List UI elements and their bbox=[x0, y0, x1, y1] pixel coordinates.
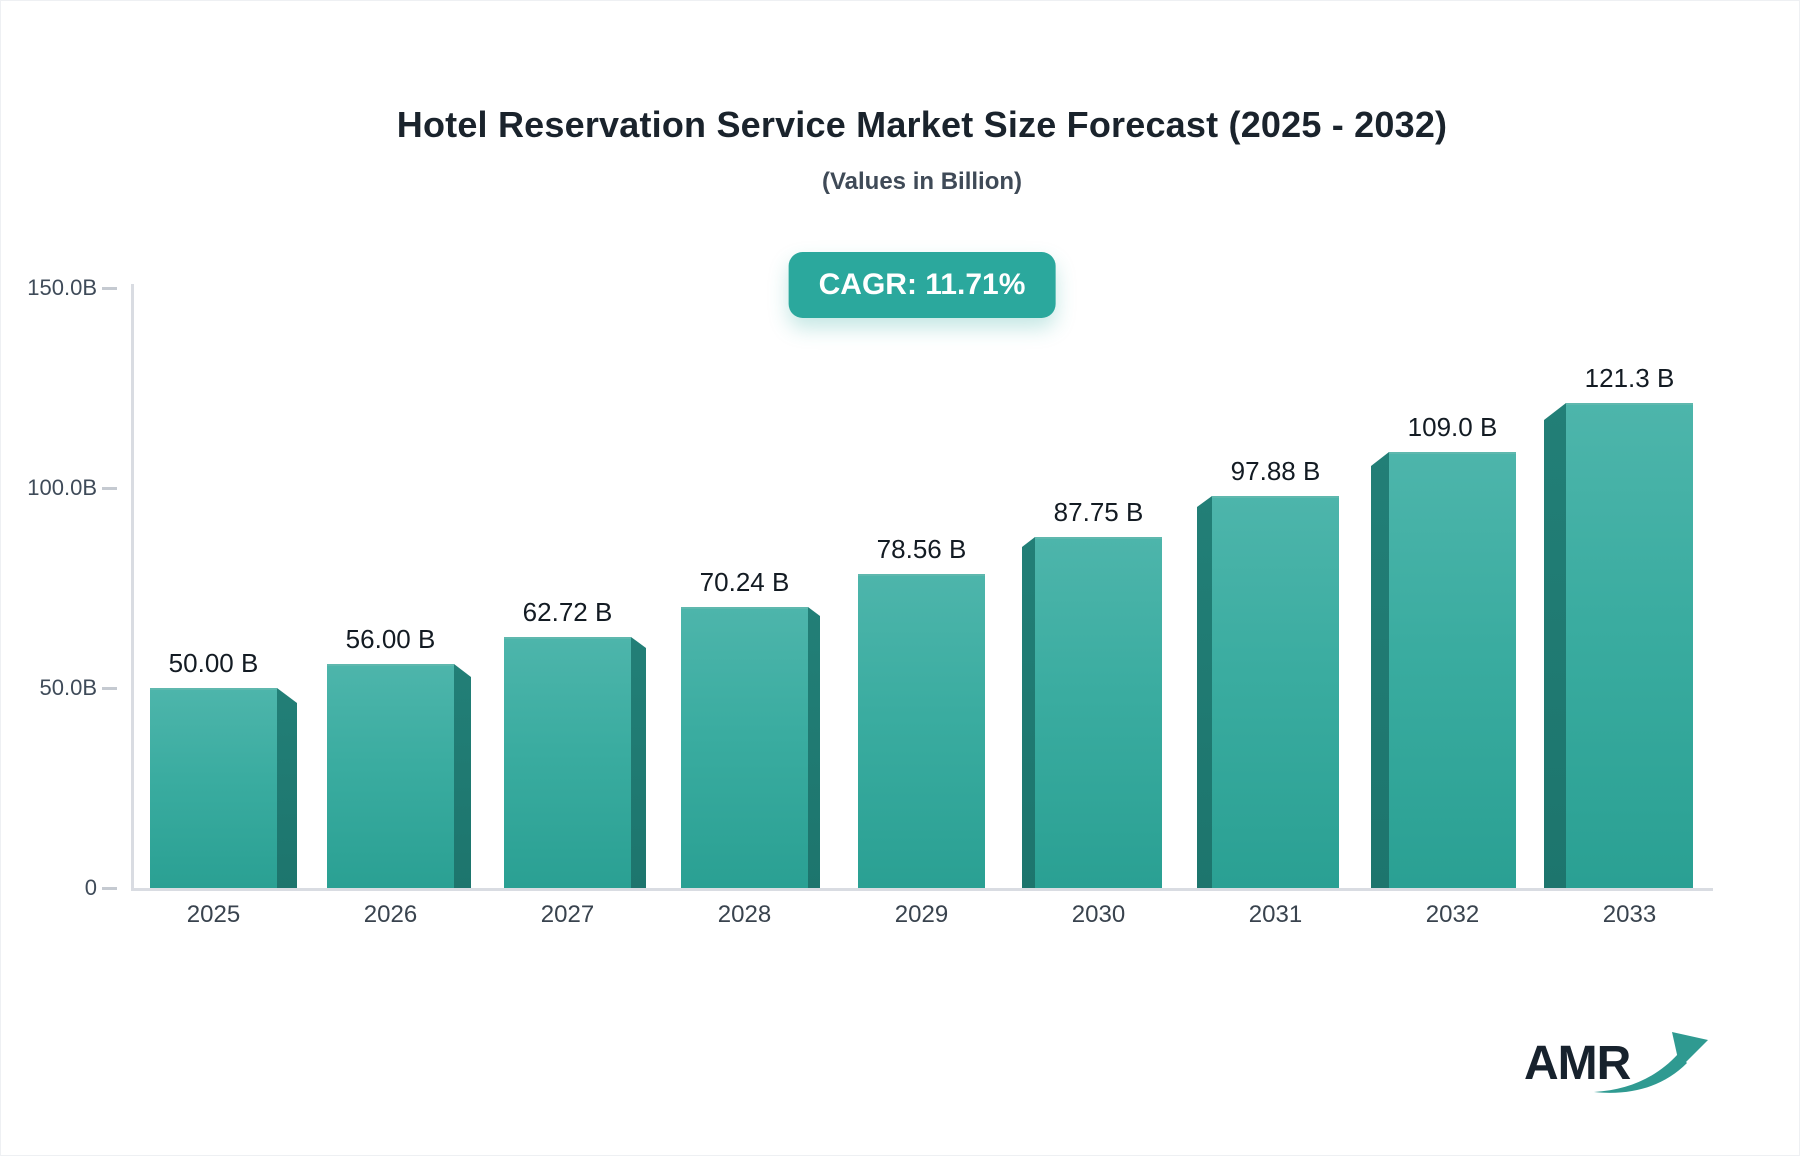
y-axis-tick-label: 100.0B bbox=[27, 475, 97, 500]
bar-value-label-2032: 109.0 B bbox=[1407, 412, 1498, 442]
y-axis-line bbox=[131, 284, 134, 888]
bar-value-label-2031: 97.88 B bbox=[1230, 456, 1321, 486]
bar-side-2027 bbox=[631, 637, 646, 888]
bar-side-2028 bbox=[808, 607, 820, 888]
x-axis-label-2030: 2030 bbox=[1071, 901, 1126, 928]
bar-2029[interactable] bbox=[858, 574, 985, 888]
x-axis-label-2025: 2025 bbox=[186, 901, 241, 928]
x-axis-label-2029: 2029 bbox=[894, 901, 949, 928]
bar-2031[interactable] bbox=[1212, 496, 1339, 888]
y-axis-tick-label: 0 bbox=[84, 875, 97, 900]
y-axis-tick-label: 50.0B bbox=[39, 675, 98, 700]
bar-2025[interactable] bbox=[150, 688, 277, 888]
bar-value-label-2026: 56.00 B bbox=[345, 624, 436, 654]
bar-value-label-2025: 50.00 B bbox=[168, 648, 259, 678]
bar-2026[interactable] bbox=[327, 664, 454, 888]
bar-2027[interactable] bbox=[504, 637, 631, 888]
bar-side-2030 bbox=[1022, 537, 1035, 888]
x-axis-label-2026: 2026 bbox=[363, 901, 418, 928]
bar-side-2032 bbox=[1371, 452, 1389, 888]
bar-2030[interactable] bbox=[1035, 537, 1162, 888]
chart-title: Hotel Reservation Service Market Size Fo… bbox=[396, 104, 1448, 145]
bar-side-2031 bbox=[1197, 496, 1212, 888]
bar-2032[interactable] bbox=[1389, 452, 1516, 888]
bar-value-label-2029: 78.56 B bbox=[876, 534, 967, 564]
bar-side-2026 bbox=[454, 664, 471, 888]
y-axis-tick-mark bbox=[102, 487, 117, 490]
x-axis-label-2027: 2027 bbox=[540, 901, 595, 928]
amr-logo: AMR bbox=[1524, 1032, 1708, 1093]
bar-2028[interactable] bbox=[681, 607, 808, 888]
amr-logo-text: AMR bbox=[1524, 1037, 1631, 1090]
bar-value-label-2030: 87.75 B bbox=[1053, 497, 1144, 527]
bar-side-2033 bbox=[1544, 403, 1566, 888]
cagr-badge: CAGR: 11.71% bbox=[788, 252, 1056, 318]
x-axis-line bbox=[131, 888, 1713, 891]
x-axis-label-2028: 2028 bbox=[717, 901, 772, 928]
bar-2033[interactable] bbox=[1566, 403, 1693, 888]
x-axis-label-2031: 2031 bbox=[1248, 901, 1303, 928]
bar-side-2025 bbox=[277, 688, 297, 888]
y-axis-tick-mark bbox=[102, 287, 117, 290]
x-axis-label-2032: 2032 bbox=[1425, 901, 1480, 928]
y-axis-tick-mark bbox=[102, 687, 117, 690]
x-axis-label-2033: 2033 bbox=[1602, 901, 1657, 928]
bar-value-label-2028: 70.24 B bbox=[699, 567, 790, 597]
chart-subtitle: (Values in Billion) bbox=[821, 168, 1023, 195]
y-axis-tick-mark bbox=[102, 887, 117, 890]
y-axis-tick-label: 150.0B bbox=[27, 275, 97, 300]
growth-arrow-icon bbox=[1594, 1032, 1708, 1093]
bar-value-label-2033: 121.3 B bbox=[1584, 363, 1675, 393]
bar-value-label-2027: 62.72 B bbox=[522, 597, 613, 627]
